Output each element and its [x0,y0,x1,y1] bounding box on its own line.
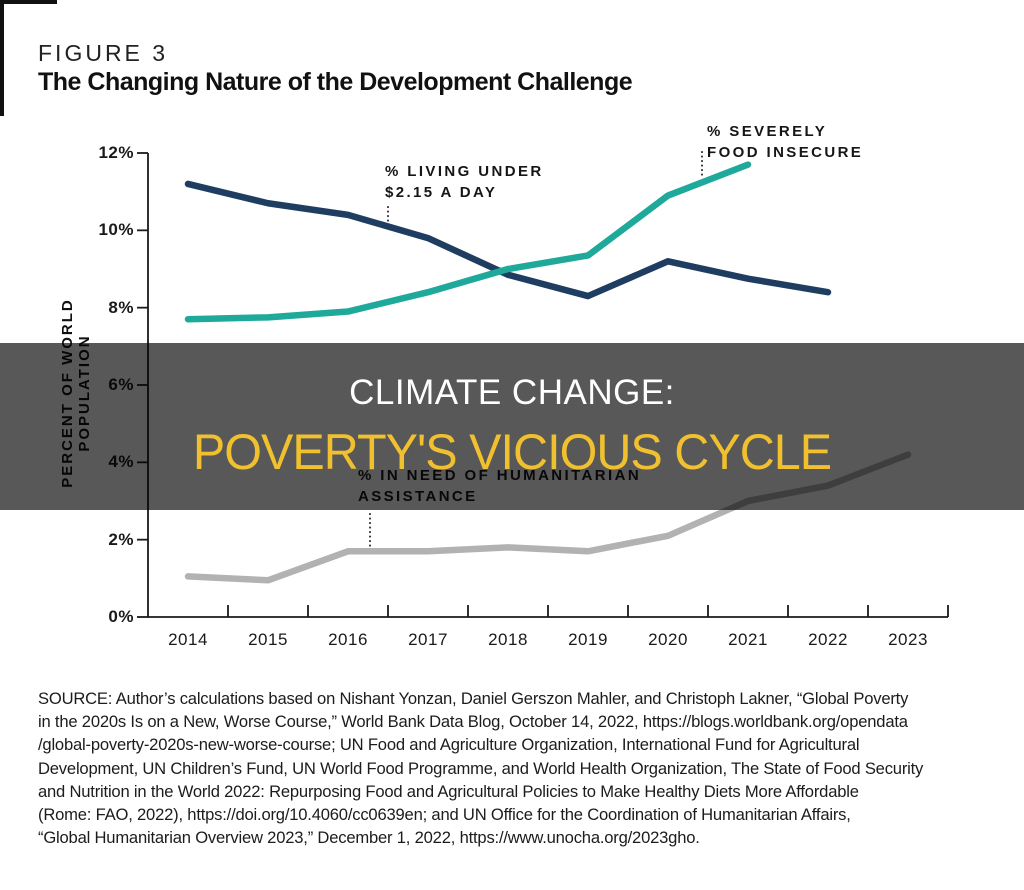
chart: PERCENT OF WORLD POPULATION 0%2%4%6%8%10… [59,121,949,649]
annotation-food-line-1: % SEVERELY [707,123,828,140]
y-tick-label: 0% [108,607,134,626]
x-tick-label: 2017 [408,630,448,649]
series-line [184,161,752,323]
corner-crop-mark-top [0,0,57,4]
chart-canvas [137,151,949,618]
source-line: in the 2020s Is on a New, Worse Course,”… [38,712,908,732]
annotation-poverty-line-1: % LIVING UNDER [385,163,544,180]
y-tick-label: 10% [98,220,134,240]
annotation-food-line-2: FOOD INSECURE [707,144,864,161]
figure-title: The Changing Nature of the Development C… [38,68,633,96]
source-note: SOURCE: Author’s calculations based on N… [38,687,1008,849]
x-tick-label: 2019 [568,630,608,649]
annotation-poverty-line: % LIVING UNDER $2.15 A DAY [385,161,544,203]
annotation-food-insecure: % SEVERELY FOOD INSECURE [707,121,863,163]
source-line: and Nutrition in the World 2022: Repurpo… [38,781,859,801]
x-tick-label: 2015 [248,630,288,649]
x-tick-label: 2020 [648,630,688,649]
x-tick-label: 2023 [888,630,928,649]
series-line [184,180,832,300]
overlay-band [0,343,1024,510]
source-line: “Global Humanitarian Overview 2023,” Dec… [38,828,700,848]
y-tick-label: 2% [108,529,134,549]
y-tick-label: 12% [98,143,134,162]
x-tick-label: 2016 [328,630,368,649]
source-line: SOURCE: Author’s calculations based on N… [38,689,909,708]
x-tick-label: 2021 [728,630,768,649]
source-line: Development, UN Children’s Fund, UN Worl… [38,758,924,778]
x-tick-label: 2018 [488,630,528,649]
y-tick-label: 8% [108,297,134,317]
x-tick-label: 2022 [808,630,848,649]
figure-label: FIGURE 3 [38,40,169,66]
corner-crop-mark-left [0,0,4,116]
annotation-poverty-line-2: $2.15 A DAY [385,184,498,201]
source-line: /global-poverty-2020s-new-worse-course; … [38,735,860,755]
source-line: (Rome: FAO, 2022), https://doi.org/10.40… [38,805,851,825]
x-tick-label: 2014 [168,630,208,649]
